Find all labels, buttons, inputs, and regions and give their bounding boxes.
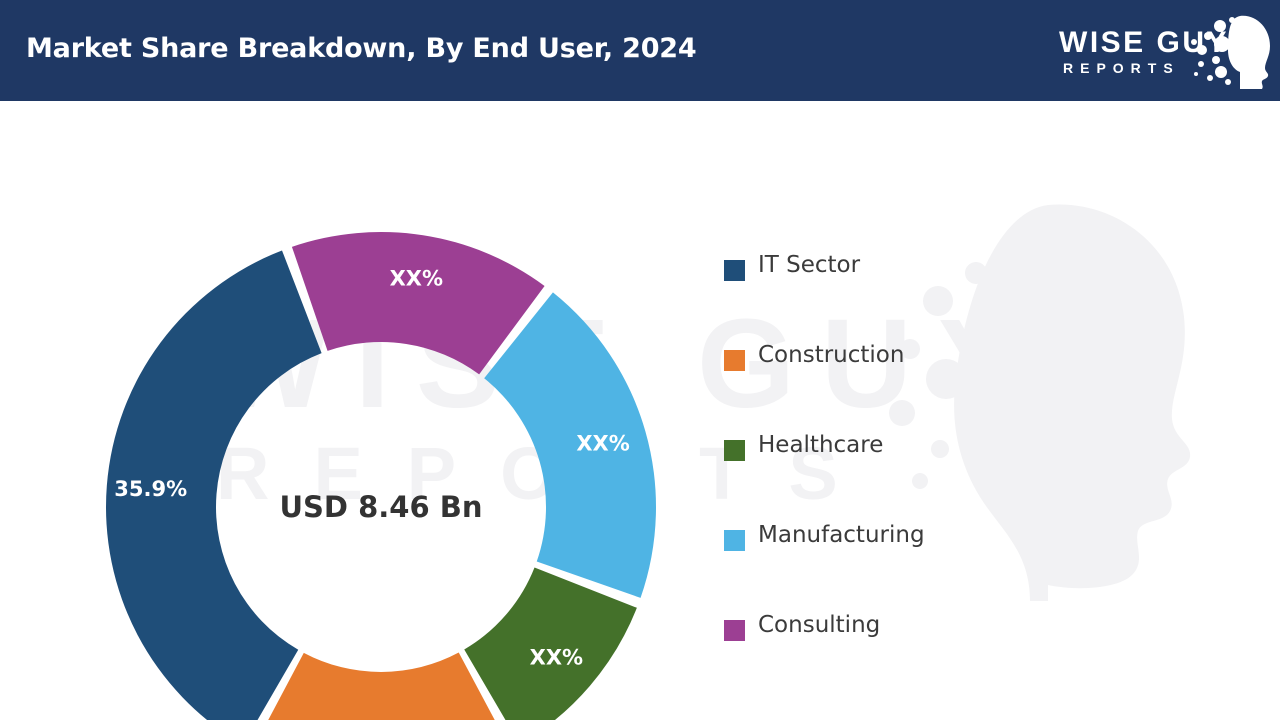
legend-item-construction[interactable]: Construction bbox=[724, 340, 1144, 430]
legend-item-manufacturing[interactable]: Manufacturing bbox=[724, 520, 1144, 610]
slice-data-label-healthcare: XX% bbox=[530, 645, 583, 669]
chart-legend: IT Sector Construction Healthcare Manufa… bbox=[724, 250, 1144, 700]
donut-slice-consulting[interactable] bbox=[291, 232, 545, 375]
logo-head-profile-icon bbox=[1191, 15, 1270, 89]
slice-data-label-manufacturing: XX% bbox=[576, 431, 629, 455]
logo-secondary-text: REPORTS bbox=[1063, 60, 1180, 76]
legend-label-consulting: Consulting bbox=[758, 612, 881, 638]
wise-guy-reports-logo: WISE GUY REPORTS bbox=[1057, 10, 1272, 92]
donut-chart-svg: 35.9%XX%XX%XX%XX% bbox=[106, 232, 656, 720]
legend-label-manufacturing: Manufacturing bbox=[758, 522, 925, 548]
legend-label-it-sector: IT Sector bbox=[758, 252, 861, 278]
legend-label-healthcare: Healthcare bbox=[758, 432, 884, 458]
donut-slice-it-sector[interactable] bbox=[106, 250, 322, 720]
page-title: Market Share Breakdown, By End User, 202… bbox=[26, 33, 697, 64]
legend-item-it-sector[interactable]: IT Sector bbox=[724, 250, 1144, 340]
slice-data-label-consulting: XX% bbox=[390, 267, 443, 291]
legend-item-healthcare[interactable]: Healthcare bbox=[724, 430, 1144, 520]
donut-center-value: USD 8.46 Bn bbox=[279, 490, 483, 524]
legend-swatch-it-sector bbox=[724, 260, 745, 281]
legend-swatch-consulting bbox=[724, 620, 745, 641]
donut-slice-construction[interactable] bbox=[252, 652, 510, 720]
donut-slice-manufacturing[interactable] bbox=[484, 292, 656, 598]
slice-data-label-it-sector: 35.9% bbox=[114, 477, 187, 501]
legend-label-construction: Construction bbox=[758, 342, 905, 368]
legend-swatch-healthcare bbox=[724, 440, 745, 461]
legend-item-consulting[interactable]: Consulting bbox=[724, 610, 1144, 700]
donut-slice-healthcare[interactable] bbox=[464, 567, 637, 720]
header-bar: Market Share Breakdown, By End User, 202… bbox=[0, 0, 1280, 101]
legend-swatch-construction bbox=[724, 350, 745, 371]
donut-slices bbox=[106, 232, 656, 720]
donut-chart: 35.9%XX%XX%XX%XX% USD 8.46 Bn bbox=[0, 101, 720, 720]
donut-slice-labels: 35.9%XX%XX%XX%XX% bbox=[114, 267, 629, 670]
legend-swatch-manufacturing bbox=[724, 530, 745, 551]
